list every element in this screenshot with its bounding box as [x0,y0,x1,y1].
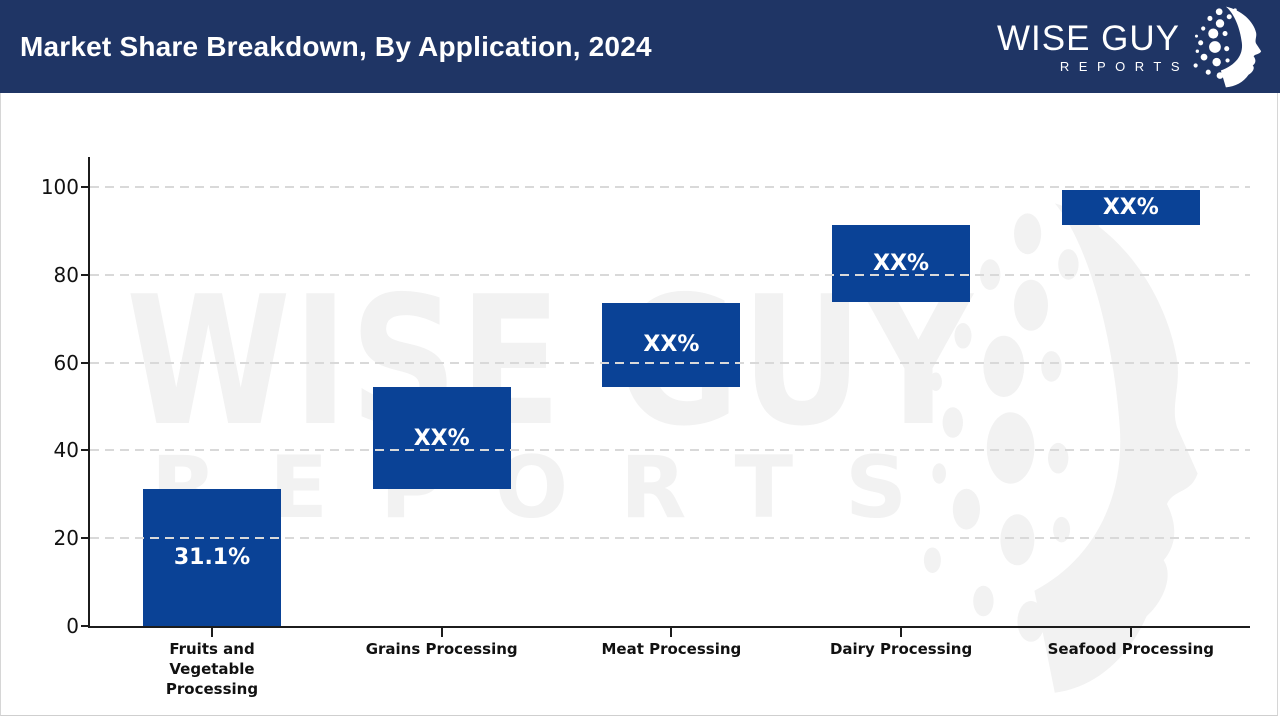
y-axis-line [88,157,90,628]
header-bar: Market Share Breakdown, By Application, … [0,0,1280,93]
x-category-label-1: Fruits and Vegetable Processing [165,640,259,698]
page-title: Market Share Breakdown, By Application, … [20,30,652,62]
y-tick-label-20: 20 [53,526,79,551]
x-category-label-2: Grains Processing [365,640,518,658]
dotted-face-icon [1193,6,1262,87]
y-tick-mark-0 [81,625,89,627]
bar-segment-4: XX% [832,224,971,302]
gridline-y20 [90,537,1250,540]
x-category-label-3: Meat Processing [601,640,742,658]
y-tick-mark-20 [81,537,89,540]
bar-value-label: XX% [873,250,930,276]
x-tick-mark-2 [440,628,443,637]
bar-segment-1: 31.1% [143,489,281,626]
bar-segment-5: XX% [1061,190,1200,226]
y-tick-mark-80 [81,273,89,276]
bar-value-label: XX% [413,425,470,451]
x-axis-line [88,626,1250,628]
bar-value-label: XX% [643,332,700,358]
y-tick-mark-60 [81,361,89,364]
y-tick-label-80: 80 [53,262,79,287]
bar-segment-2: XX% [372,387,511,490]
y-tick-mark-100 [81,186,89,188]
logo-wise-guy: WISE GUY [996,18,1180,58]
gridline-y80 [90,273,1250,276]
chart-area: WISE GUY REPORTS 31.1% XX% XX% XX% XX% 0 20 40… [0,93,1278,716]
gridline-y60 [90,361,1250,364]
bar-value-label: 31.1% [173,545,251,571]
gridline-y100 [90,186,1250,188]
x-tick-mark-5 [1129,628,1132,637]
plot-region: 31.1% XX% XX% XX% XX% [90,164,1250,626]
y-tick-label-100: 100 [40,175,79,199]
wise-guy-logo: WISE GUY REPORTS [997,5,1280,89]
y-tick-label-60: 60 [53,350,79,375]
x-tick-mark-1 [211,628,213,637]
y-tick-mark-40 [81,449,89,452]
bar-value-label: XX% [1102,195,1159,221]
gridline-y40 [90,449,1250,452]
x-tick-mark-3 [670,628,673,637]
x-tick-mark-4 [900,628,903,637]
y-tick-label-40: 40 [53,438,79,463]
y-tick-label-0: 0 [66,614,79,638]
logo-reports: REPORTS [1059,58,1189,74]
bar-segment-3: XX% [602,302,741,387]
x-category-label-4: Dairy Processing [829,640,973,658]
x-category-label-5: Seafood Processing [1047,640,1214,658]
logo-text: WISE GUY REPORTS [997,21,1180,73]
